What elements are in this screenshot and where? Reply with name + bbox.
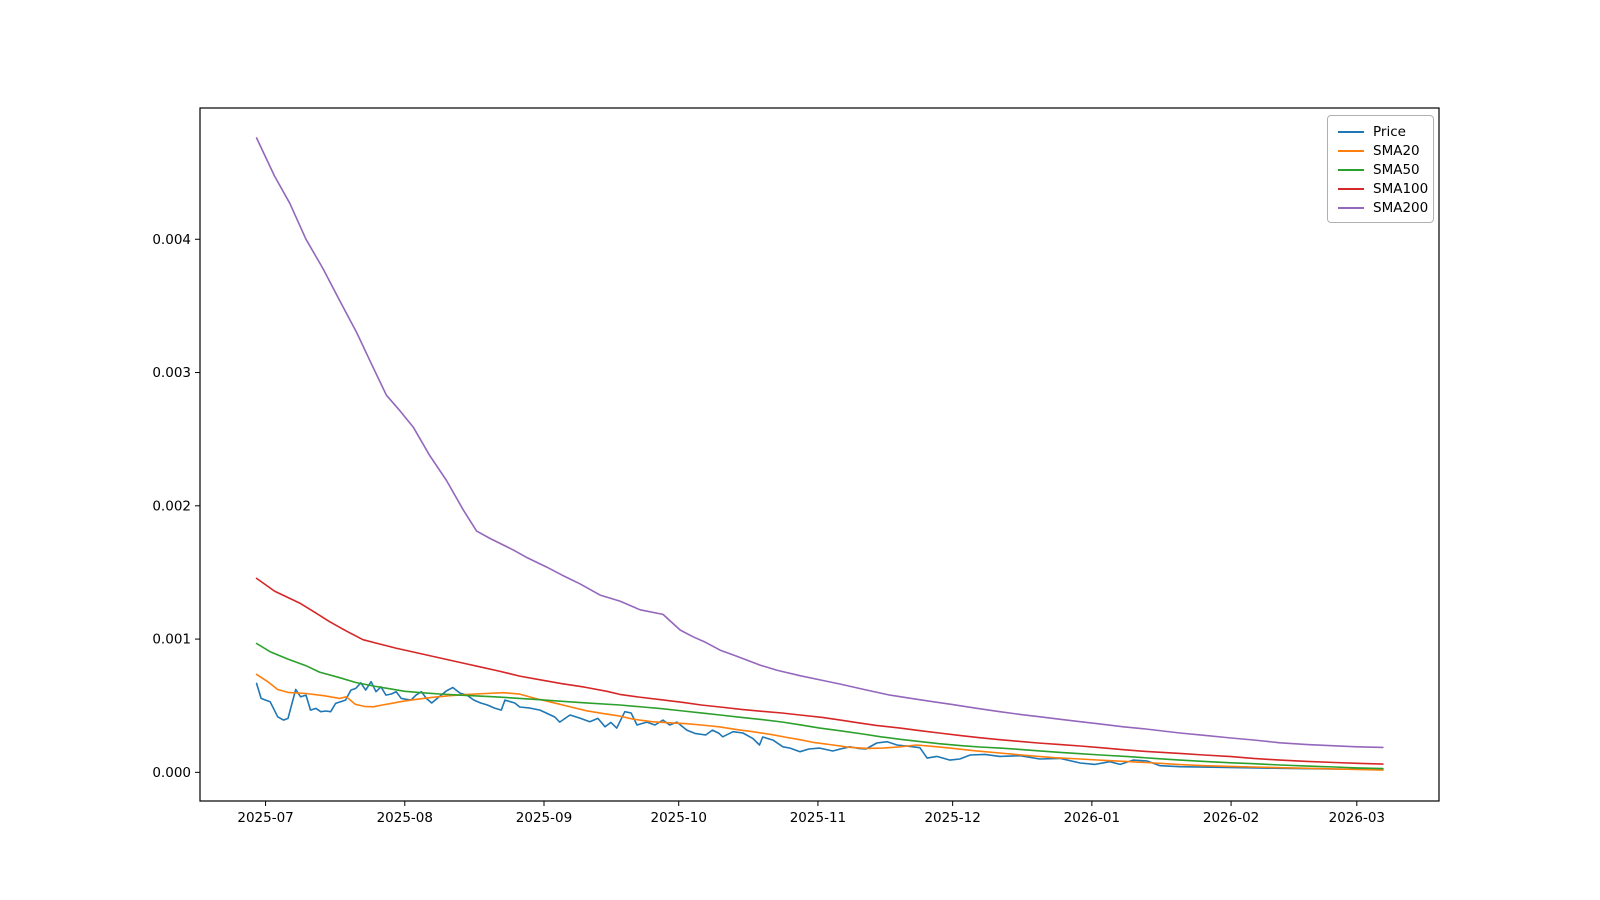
legend-swatch-sma50: [1338, 169, 1364, 171]
y-tick-label: 0.004: [152, 232, 191, 248]
legend-item-price: Price: [1338, 122, 1425, 141]
y-tick-label: 0.001: [152, 632, 191, 648]
series-line-sma100: [255, 577, 1384, 765]
legend-item-sma20: SMA20: [1338, 141, 1425, 160]
y-tick-label: 0.002: [152, 498, 191, 514]
plot-border: [199, 107, 1440, 802]
x-tick-label: 2026-01: [1064, 810, 1120, 826]
x-tick-label: 2025-11: [790, 810, 846, 826]
legend-label-sma20: SMA20: [1373, 142, 1420, 159]
legend-item-sma50: SMA50: [1338, 160, 1425, 179]
legend-swatch-sma200: [1338, 207, 1364, 210]
x-tick-label: 2025-10: [651, 810, 707, 826]
series-line-sma50: [255, 642, 1384, 770]
legend-item-sma200: SMA200: [1338, 199, 1429, 218]
series-line-sma200: [255, 137, 1384, 749]
legend: Price SMA20 SMA50 SMA100 SMA200: [1327, 115, 1434, 223]
legend-label-price: Price: [1373, 123, 1406, 140]
legend-swatch-price: [1338, 130, 1364, 133]
y-tick-label: 0.003: [152, 365, 191, 381]
x-tick-label: 2025-08: [377, 810, 433, 826]
series-line-price: [255, 680, 1384, 771]
x-tick-label: 2025-12: [924, 810, 980, 826]
x-tick-label: 2025-07: [237, 810, 293, 826]
legend-item-sma100: SMA100: [1338, 180, 1429, 199]
legend-swatch-sma20: [1338, 149, 1364, 152]
legend-label-sma50: SMA50: [1373, 162, 1420, 178]
series-line-sma20: [255, 673, 1384, 771]
legend-swatch-sma100: [1338, 188, 1364, 191]
x-tick-label: 2025-09: [516, 810, 572, 826]
y-tick-label: 0.000: [152, 765, 191, 781]
x-tick-label: 2026-02: [1203, 810, 1259, 826]
x-tick-label: 2026-03: [1329, 810, 1385, 826]
legend-label-sma200: SMA200: [1373, 200, 1429, 217]
legend-label-sma100: SMA100: [1373, 181, 1429, 198]
